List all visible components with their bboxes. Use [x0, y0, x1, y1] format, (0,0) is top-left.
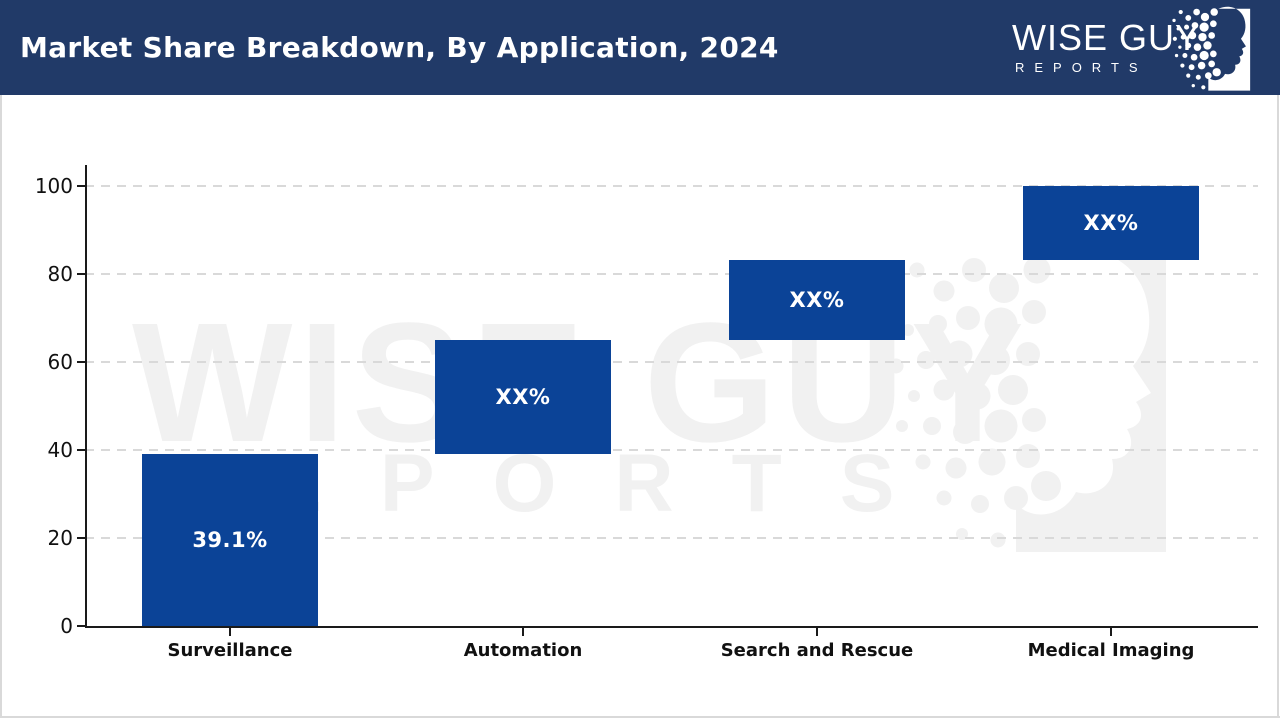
bar-value-label: 39.1%	[192, 527, 268, 552]
y-tick-mark	[77, 361, 85, 363]
gridline-60	[85, 361, 1258, 363]
x-tick-mark	[1110, 628, 1112, 636]
x-tick-mark	[816, 628, 818, 636]
y-axis	[85, 165, 87, 628]
x-axis	[85, 626, 1258, 628]
logo-text: WISE GUY REPORTS	[1011, 17, 1200, 76]
logo-wordmark: WISE GUY	[1011, 17, 1200, 58]
right-border-line	[1277, 95, 1279, 718]
y-tick-mark	[77, 449, 85, 451]
chart-title: Market Share Breakdown, By Application, …	[20, 31, 779, 64]
bar-surveillance: 39.1%	[142, 453, 318, 626]
bar-value-label: XX%	[789, 287, 845, 312]
y-tick-mark	[77, 625, 85, 627]
gridline-20	[85, 537, 1258, 539]
x-tick-label: Search and Rescue	[720, 640, 914, 661]
y-tick-mark	[77, 537, 85, 539]
x-tick-mark	[229, 628, 231, 636]
bar-automation: XX%	[435, 340, 611, 454]
y-tick-label: 0	[60, 614, 73, 638]
bar-value-label: XX%	[495, 384, 551, 409]
y-tick-mark	[77, 273, 85, 275]
logo-subtitle: REPORTS	[1014, 60, 1148, 75]
header: Market Share Breakdown, By Application, …	[0, 0, 1280, 95]
wiseguy-logo: WISE GUY REPORTS	[1012, 2, 1266, 94]
left-border-line	[0, 95, 2, 718]
gridline-40	[85, 449, 1258, 451]
y-tick-label: 80	[47, 262, 73, 286]
chart-area: WISE GUY REPORTS 0 20 40 60 80 100 39.1% XX% XX%…	[0, 95, 1280, 720]
y-tick-label: 100	[34, 174, 73, 198]
y-tick-mark	[77, 185, 85, 187]
x-tick-label: Medical Imaging	[1027, 640, 1195, 661]
y-tick-label: 40	[47, 438, 73, 462]
x-tick-mark	[522, 628, 524, 636]
gridline-100	[85, 185, 1258, 187]
bar-medical-imaging: XX%	[1023, 186, 1199, 260]
x-tick-label: Automation	[463, 640, 583, 661]
bottom-border-line	[0, 716, 1280, 718]
dotted-face-watermark	[872, 233, 1172, 565]
gridline-80	[85, 273, 1258, 275]
x-tick-label: Surveillance	[167, 640, 293, 661]
y-tick-label: 20	[47, 526, 73, 550]
dotted-face-logo-icon	[1154, 2, 1266, 94]
bar-value-label: XX%	[1083, 210, 1139, 235]
bar-search-and-rescue: XX%	[729, 259, 905, 340]
y-tick-label: 60	[47, 350, 73, 374]
